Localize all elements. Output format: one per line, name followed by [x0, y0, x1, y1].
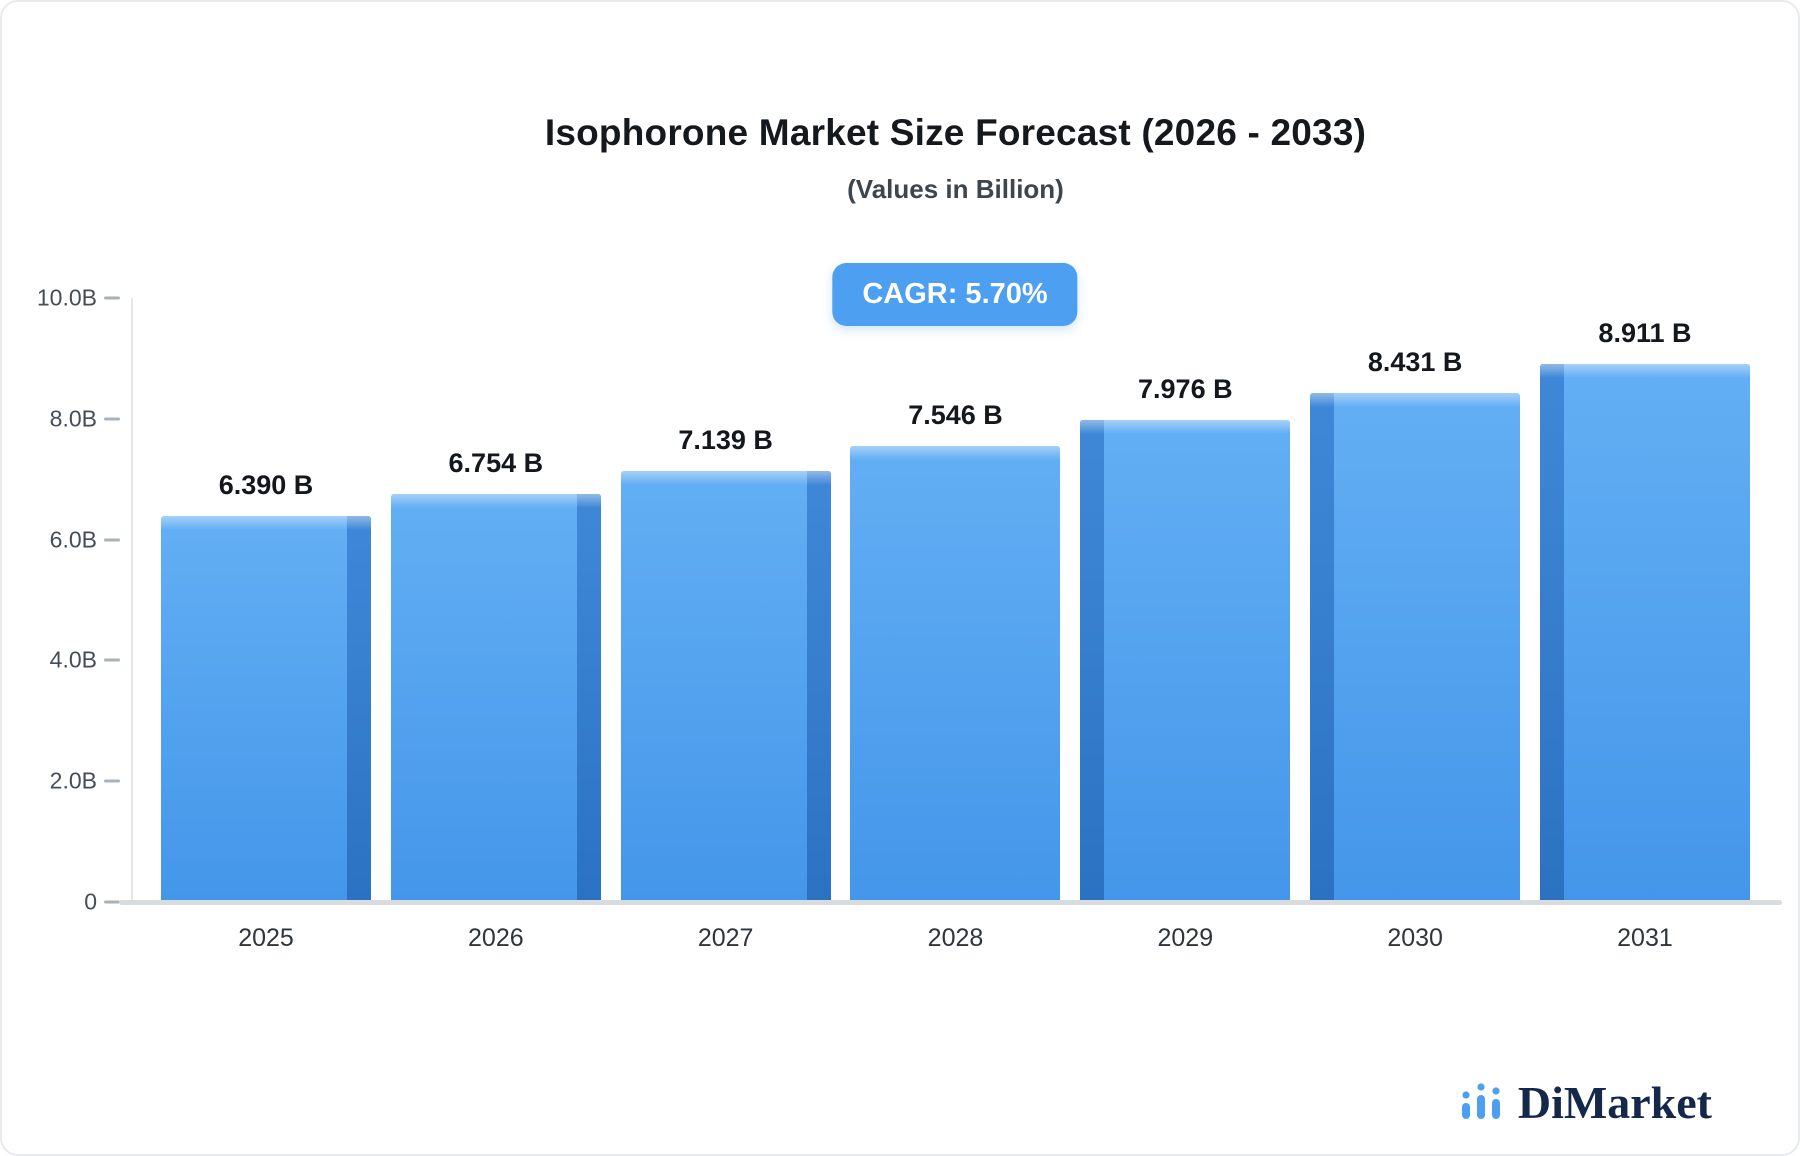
- x-axis-tick-label: 2026: [468, 924, 524, 952]
- logo-text: DiMarket: [1517, 1077, 1712, 1128]
- bar-value-label: 7.139 B: [678, 425, 773, 455]
- x-axis-labels: 2025 2026 2027 2028 2029 2030 2031: [131, 924, 1780, 953]
- y-axis-tick-label: 0: [84, 888, 97, 915]
- y-axis-tick-mark: [104, 658, 120, 662]
- bar-side-face: [1539, 364, 1564, 902]
- chart-title: Isophorone Market Size Forecast (2026 - …: [544, 112, 1367, 153]
- y-axis-tick-mark: [104, 296, 120, 300]
- y-axis-tick-label: 4.0B: [49, 646, 97, 673]
- bar: [1539, 364, 1750, 902]
- bar-column: 7.976 B: [1080, 298, 1291, 902]
- bar-column: 6.754 B: [390, 298, 601, 902]
- bar-top-highlight: [620, 471, 831, 485]
- y-axis-tick-label: 6.0B: [49, 526, 97, 553]
- chart-subtitle: (Values in Billion): [847, 174, 1064, 204]
- bar-top-highlight: [1080, 420, 1291, 434]
- x-axis-tick-label: 2027: [697, 924, 754, 952]
- plot-area: 6.390 B 6.754 B 7.139 B 7.546 B 7.976 B 8.431…: [37, 285, 1782, 952]
- bar: [1080, 420, 1291, 902]
- bar: [390, 494, 601, 902]
- y-axis-tick-label: 10.0B: [36, 284, 97, 311]
- bar-column: 7.139 B: [620, 298, 831, 902]
- bar-value-label: 6.754 B: [448, 448, 544, 478]
- bar-column: 7.546 B: [850, 298, 1061, 902]
- y-axis-tick-label: 8.0B: [49, 405, 97, 432]
- bar-side-face: [576, 494, 601, 902]
- x-axis-tick-label: 2025: [238, 924, 294, 952]
- bar-column: 6.390 B: [161, 298, 371, 902]
- bar-side-face: [806, 471, 831, 902]
- x-axis-tick-label: 2029: [1157, 924, 1214, 952]
- bar-value-label: 7.546 B: [908, 400, 1003, 430]
- y-axis-tick-mark: [104, 779, 120, 783]
- cagr-badge: CAGR: 5.70%: [832, 263, 1078, 326]
- y-axis-line: [131, 298, 133, 902]
- bar: [161, 516, 371, 902]
- y-axis-tick-mark: [104, 538, 120, 542]
- dimarket-logo: DiMarket: [1458, 1077, 1712, 1126]
- bar-value-label: 8.911 B: [1598, 318, 1692, 348]
- y-axis-tick-label: 2.0B: [49, 767, 97, 794]
- bar-chart-logo-icon: [1458, 1077, 1506, 1126]
- bar: [620, 471, 831, 902]
- y-axis-tick-mark: [104, 417, 120, 421]
- bars-container: 6.390 B 6.754 B 7.139 B 7.546 B 7.976 B 8.431…: [131, 298, 1780, 902]
- bar-top-highlight: [390, 494, 601, 508]
- bar-column: 8.431 B: [1310, 298, 1521, 902]
- bar: [850, 446, 1061, 902]
- x-axis-tick-label: 2031: [1617, 924, 1673, 952]
- x-axis-tick-label: 2028: [927, 924, 984, 952]
- bar-side-face: [347, 516, 371, 902]
- bar-value-label: 8.431 B: [1367, 347, 1463, 377]
- bar-side-face: [1080, 420, 1105, 902]
- bar-top-highlight: [1310, 393, 1521, 407]
- chart-header: Isophorone Market Size Forecast (2026 - …: [131, 2, 1780, 205]
- x-axis-baseline: [119, 900, 1782, 905]
- bar-top-highlight: [161, 516, 371, 530]
- bar-top-highlight: [850, 446, 1061, 460]
- bar-top-highlight: [1539, 364, 1750, 378]
- bar: [1310, 393, 1521, 902]
- x-axis-tick-label: 2030: [1387, 924, 1443, 952]
- bar-side-face: [1310, 393, 1335, 902]
- bar-column: 8.911 B: [1539, 298, 1750, 902]
- y-axis-tick-mark: [104, 900, 120, 904]
- bar-value-label: 6.390 B: [218, 470, 314, 500]
- bar-value-label: 7.976 B: [1138, 374, 1233, 404]
